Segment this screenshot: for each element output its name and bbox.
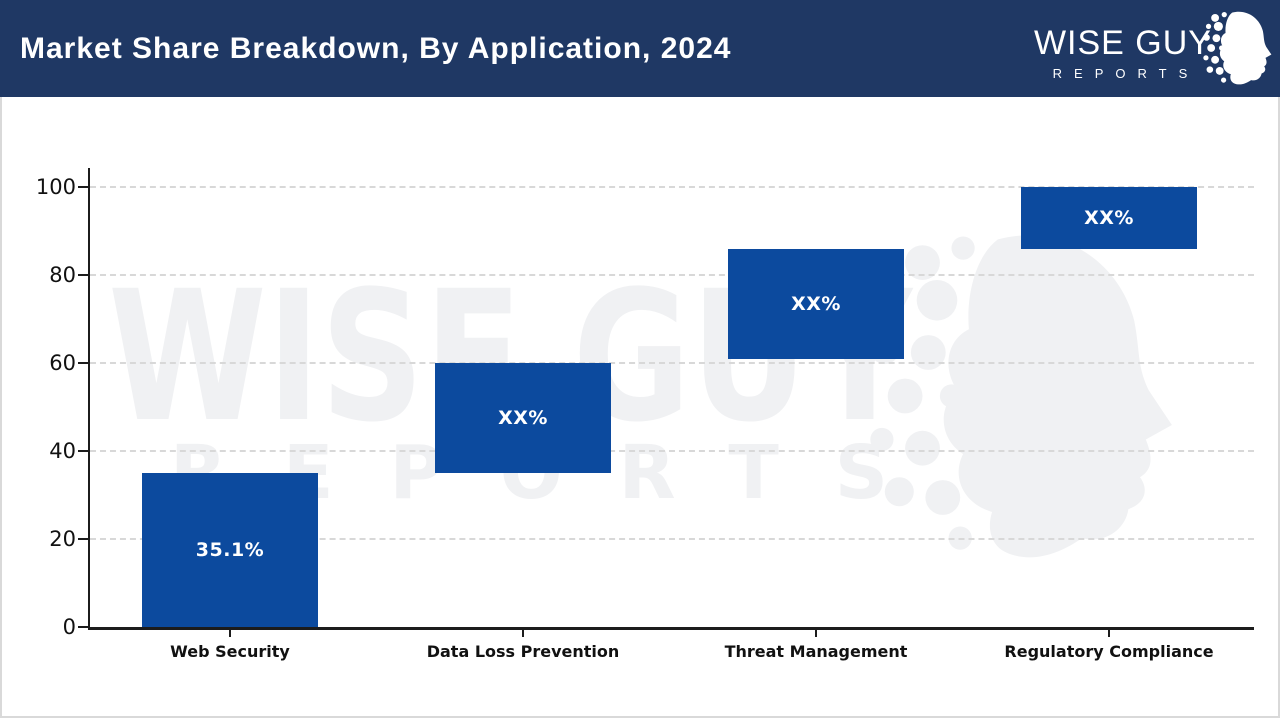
header-bar: Market Share Breakdown, By Application, … bbox=[0, 0, 1280, 97]
x-category-label: Data Loss Prevention bbox=[426, 642, 620, 661]
y-tick-label: 60 bbox=[49, 351, 76, 375]
y-tick-mark bbox=[78, 626, 88, 628]
bar-value-label: XX% bbox=[498, 407, 548, 429]
bar-segment: XX% bbox=[1021, 187, 1197, 249]
y-tick-mark bbox=[78, 274, 88, 276]
page-title: Market Share Breakdown, By Application, … bbox=[20, 31, 732, 65]
x-category-label: Regulatory Compliance bbox=[1004, 642, 1214, 661]
y-tick-mark bbox=[78, 538, 88, 540]
bar-segment: 35.1% bbox=[142, 472, 318, 627]
x-tick-mark bbox=[522, 630, 524, 637]
x-axis-line bbox=[88, 627, 1254, 630]
bar-value-label: XX% bbox=[791, 292, 841, 315]
y-axis-line bbox=[88, 168, 90, 629]
gridline bbox=[90, 186, 1254, 188]
y-tick-label: 40 bbox=[49, 439, 76, 463]
bar-value-label: XX% bbox=[1084, 206, 1134, 229]
bar-value-label: 35.1% bbox=[195, 538, 265, 561]
x-tick-mark bbox=[1108, 630, 1110, 637]
x-tick-mark bbox=[229, 630, 231, 637]
gridline bbox=[90, 450, 1254, 452]
y-tick-label: 80 bbox=[49, 263, 76, 287]
y-tick-label: 100 bbox=[35, 175, 76, 199]
y-tick-mark bbox=[78, 186, 88, 188]
wiseguy-head-icon bbox=[1202, 6, 1274, 90]
gridline bbox=[90, 362, 1254, 364]
bar-segment: XX% bbox=[728, 248, 904, 359]
x-category-label: Web Security bbox=[170, 642, 290, 661]
y-tick-label: 20 bbox=[49, 527, 76, 551]
y-tick-label: 0 bbox=[62, 615, 76, 639]
brand-name: WISE GUY bbox=[1033, 24, 1212, 62]
gridline bbox=[90, 274, 1254, 276]
y-tick-mark bbox=[78, 450, 88, 452]
bar-segment: XX% bbox=[435, 363, 611, 473]
x-tick-mark bbox=[815, 630, 817, 637]
brand-subtitle: REPORTS bbox=[1052, 66, 1200, 81]
x-category-label: Threat Management bbox=[724, 642, 908, 661]
y-tick-mark bbox=[78, 362, 88, 364]
gridline bbox=[90, 538, 1254, 540]
wiseguy-logo: WISE GUY REPORTS bbox=[1034, 26, 1274, 90]
